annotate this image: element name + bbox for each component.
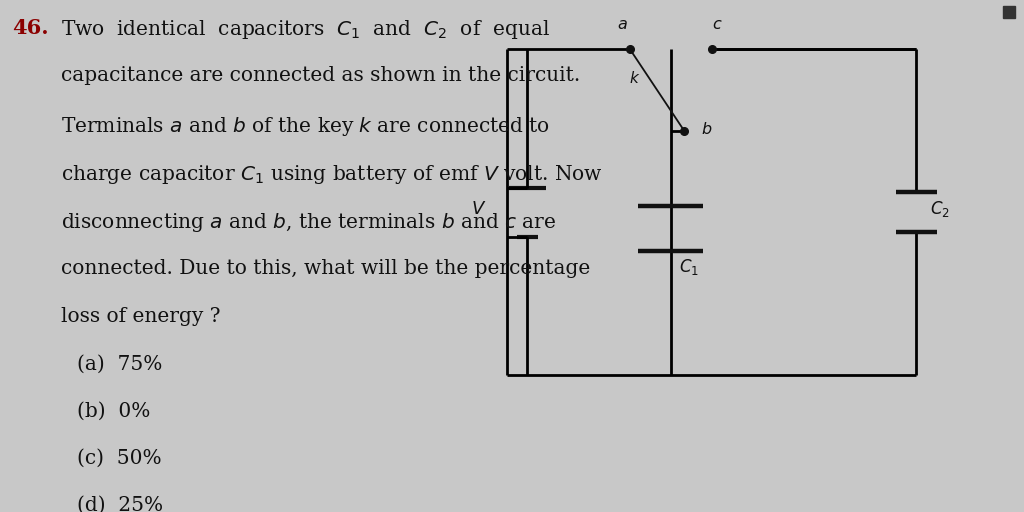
Text: connected. Due to this, what will be the percentage: connected. Due to this, what will be the… [61, 259, 591, 278]
Text: $k$: $k$ [629, 70, 640, 86]
Text: 46.: 46. [12, 18, 49, 38]
Text: disconnecting $a$ and $b$, the terminals $b$ and $c$ are: disconnecting $a$ and $b$, the terminals… [61, 211, 557, 234]
Text: $C_1$: $C_1$ [679, 257, 699, 277]
Text: (d)  25%: (d) 25% [77, 496, 163, 512]
Text: $C_2$: $C_2$ [930, 199, 949, 219]
Text: $b$: $b$ [701, 121, 713, 138]
Text: (c)  50%: (c) 50% [77, 449, 162, 468]
Text: $a$: $a$ [617, 16, 628, 33]
Text: Two  identical  capacitors  $C_1$  and  $C_2$  of  equal: Two identical capacitors $C_1$ and $C_2$… [61, 18, 550, 41]
Text: charge capacitor $C_1$ using battery of emf $V$ volt. Now: charge capacitor $C_1$ using battery of … [61, 163, 603, 186]
Text: loss of energy ?: loss of energy ? [61, 307, 221, 326]
Text: $V$: $V$ [471, 200, 486, 218]
Text: $c$: $c$ [712, 16, 722, 33]
Text: (b)  0%: (b) 0% [77, 402, 151, 421]
Text: capacitance are connected as shown in the circuit.: capacitance are connected as shown in th… [61, 67, 581, 86]
Text: Terminals $a$ and $b$ of the key $k$ are connected to: Terminals $a$ and $b$ of the key $k$ are… [61, 115, 550, 138]
Text: (a)  75%: (a) 75% [77, 355, 162, 374]
